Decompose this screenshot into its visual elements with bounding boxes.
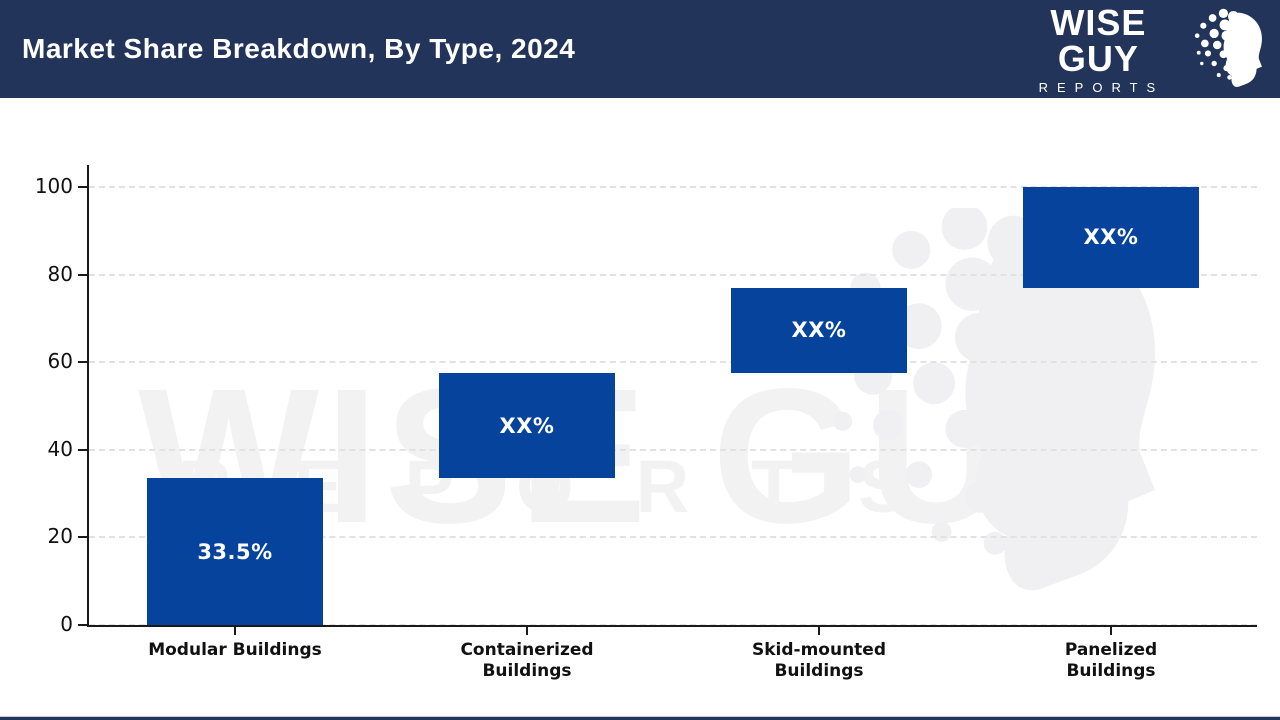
y-tick-label: 80 bbox=[47, 261, 73, 286]
y-gridline bbox=[89, 186, 1257, 188]
y-tick-label: 100 bbox=[34, 174, 73, 198]
x-category-label: Skid-mounted Buildings bbox=[751, 640, 887, 682]
header-bar: Market Share Breakdown, By Type, 2024 WI… bbox=[0, 0, 1280, 98]
x-category-label: Panelized Buildings bbox=[1064, 640, 1158, 682]
x-axis-spine bbox=[87, 625, 1257, 627]
bar-value-label: XX% bbox=[791, 318, 847, 343]
y-tick-mark bbox=[78, 186, 87, 188]
brand-face-icon bbox=[1194, 8, 1262, 87]
brand-logo-text: WISE GUY REPORTS bbox=[1010, 2, 1187, 96]
waterfall-bar: XX% bbox=[731, 287, 907, 374]
brand-logo: WISE GUY REPORTS bbox=[1010, 2, 1268, 96]
y-tick-mark bbox=[78, 624, 87, 626]
x-category-label: Modular Buildings bbox=[148, 640, 322, 660]
waterfall-bar: XX% bbox=[439, 373, 615, 479]
brand-name: WISE GUY bbox=[1050, 2, 1147, 79]
bar-value-label: XX% bbox=[499, 413, 555, 438]
x-tick-mark bbox=[526, 627, 528, 635]
y-tick-mark bbox=[78, 536, 87, 539]
y-tick-label: 60 bbox=[47, 349, 73, 374]
y-axis-spine bbox=[87, 165, 89, 627]
x-tick-mark bbox=[234, 627, 236, 635]
footer-bar bbox=[0, 717, 1280, 720]
y-tick-mark bbox=[78, 273, 87, 276]
y-tick-label: 20 bbox=[47, 524, 73, 549]
y-gridline bbox=[89, 273, 1257, 276]
y-tick-mark bbox=[78, 448, 87, 451]
brand-subname: REPORTS bbox=[1038, 80, 1165, 95]
x-tick-mark bbox=[818, 627, 820, 635]
y-gridline bbox=[89, 361, 1257, 364]
y-gridline bbox=[89, 448, 1257, 451]
bar-value-label: 33.5% bbox=[197, 539, 273, 564]
x-category-label: Containerized Buildings bbox=[460, 640, 594, 682]
page-title: Market Share Breakdown, By Type, 2024 bbox=[22, 33, 576, 64]
x-tick-mark bbox=[1110, 627, 1112, 635]
y-tick-mark bbox=[78, 361, 87, 364]
y-tick-label: 0 bbox=[60, 612, 73, 636]
y-gridline bbox=[89, 536, 1257, 539]
waterfall-bar: 33.5% bbox=[147, 478, 323, 625]
waterfall-bar: XX% bbox=[1023, 187, 1199, 288]
bar-value-label: XX% bbox=[1083, 225, 1139, 250]
y-tick-label: 40 bbox=[47, 436, 73, 461]
footer-divider bbox=[0, 716, 1280, 717]
